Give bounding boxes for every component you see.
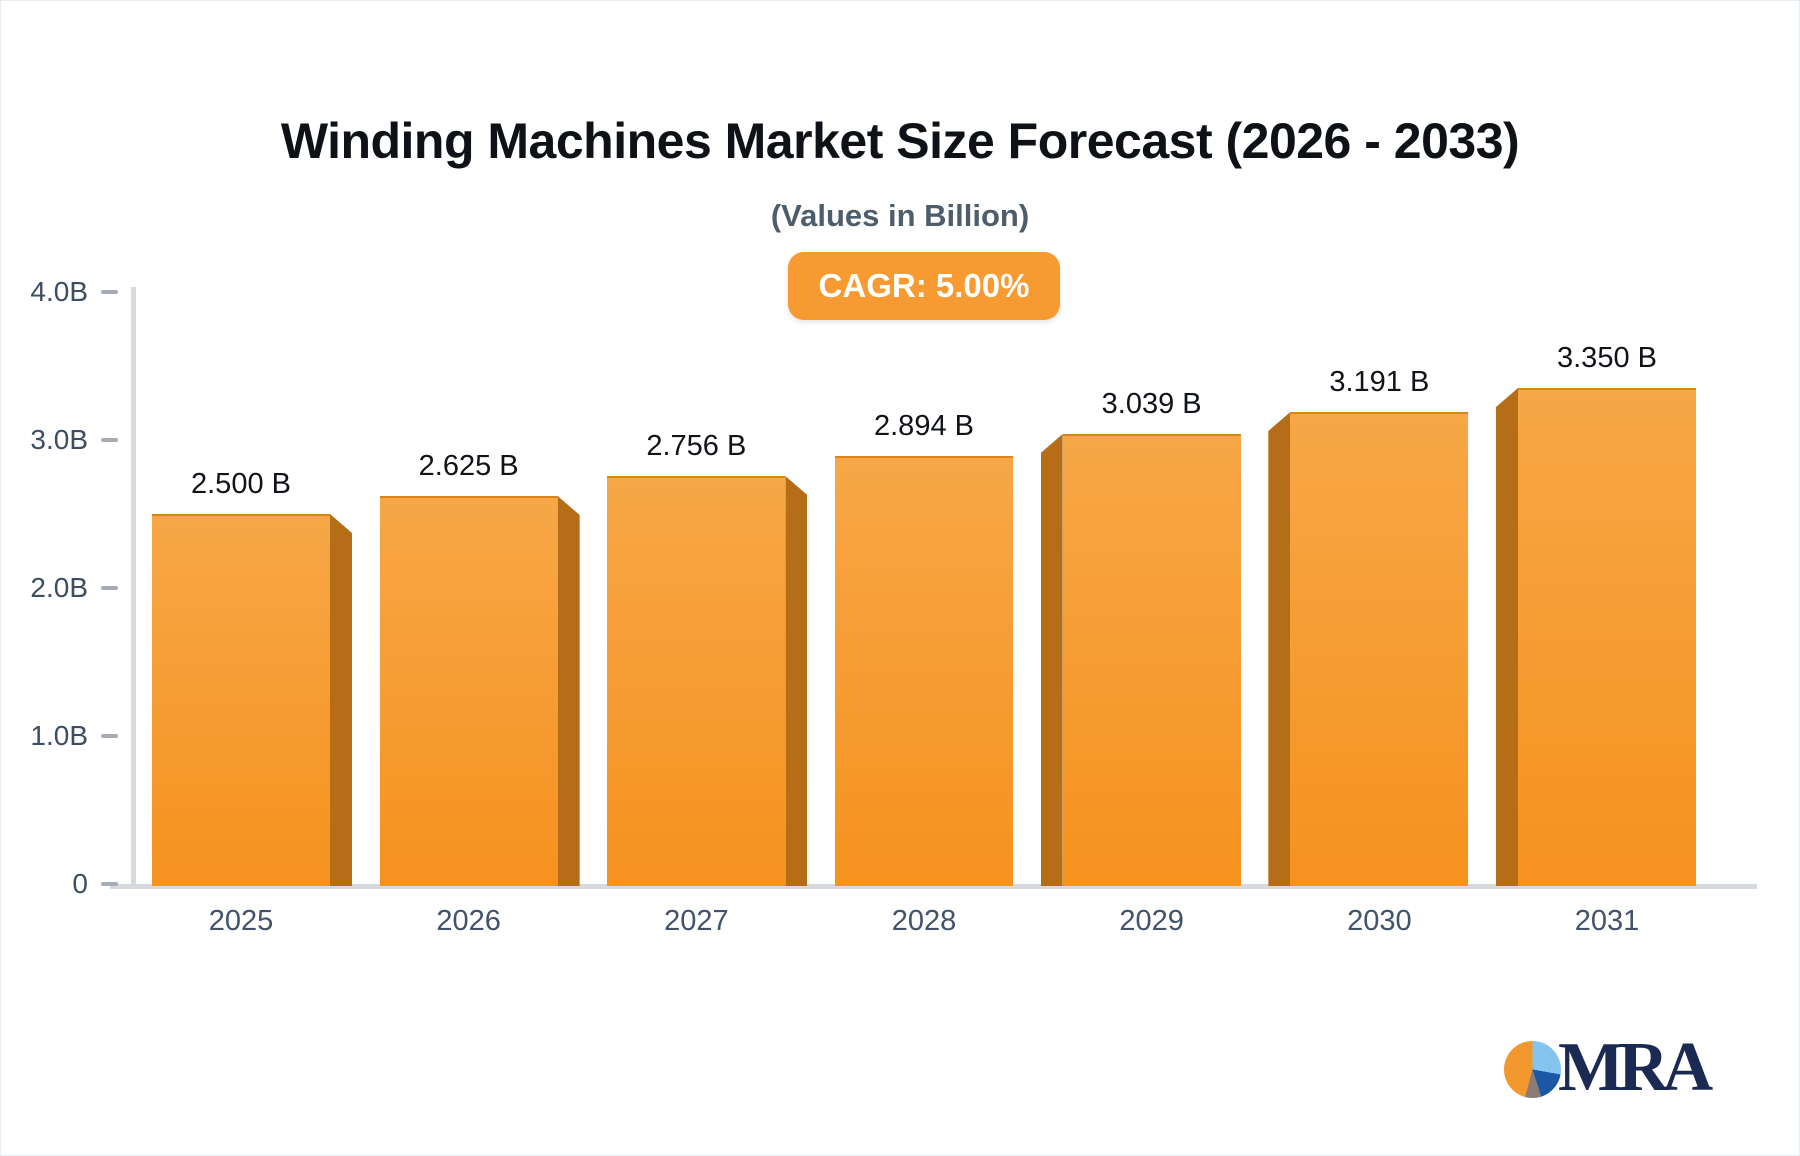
y-axis-tick-mark [101, 586, 118, 590]
x-axis-tick-label: 2027 [664, 905, 729, 937]
pie-chart-logo-icon [1504, 1041, 1561, 1098]
logo-text: MRA [1558, 1029, 1713, 1106]
y-axis-tick-mark [101, 290, 118, 294]
bar-2026 [379, 496, 558, 886]
y-axis-tick-label: 3.0B [30, 424, 88, 455]
x-axis-tick-label: 2026 [436, 905, 501, 937]
bar-2031 [1518, 388, 1696, 886]
bar-side-face [557, 496, 580, 886]
bar-value-label: 2.500 B [191, 468, 291, 500]
x-axis-tick-label: 2029 [1119, 905, 1184, 937]
bar-side-face [785, 476, 808, 886]
bar-value-label: 3.039 B [1101, 388, 1202, 420]
bar-value-label: 3.191 B [1329, 366, 1430, 398]
y-axis-tick-mark [101, 882, 118, 886]
bar-value-label: 2.894 B [874, 410, 974, 442]
x-axis-tick-label: 2031 [1574, 905, 1640, 937]
chart-title: Winding Machines Market Size Forecast (2… [280, 113, 1520, 169]
bar-value-label: 2.756 B [646, 430, 747, 462]
x-axis-tick-label: 2030 [1347, 905, 1412, 937]
x-axis-line [110, 884, 1757, 889]
y-axis-tick-mark [101, 438, 118, 442]
y-axis-tick-label: 2.0B [30, 572, 88, 603]
mra-logo: MRA [1500, 1028, 1780, 1118]
cagr-badge: CAGR: 5.00% [788, 252, 1060, 320]
bar-2030 [1290, 412, 1469, 886]
x-axis-tick-label: 2025 [208, 905, 274, 937]
bar-2027 [607, 476, 786, 886]
y-axis-tick-label: 4.0B [30, 276, 88, 307]
chart-subtitle: (Values in Billion) [770, 198, 1030, 233]
bar-side-face [330, 514, 352, 886]
y-axis-tick-mark [101, 734, 118, 738]
bar-value-label: 2.625 B [418, 450, 519, 482]
y-axis-tick-label: 0 [72, 868, 88, 899]
bar-side-face [1496, 388, 1518, 886]
y-axis-tick-label: 1.0B [30, 720, 88, 751]
bar-value-label: 3.350 B [1557, 342, 1657, 374]
y-axis-line [131, 287, 136, 887]
bar-side-face [1268, 412, 1291, 886]
x-axis-tick-label: 2028 [891, 905, 957, 937]
bar-2029 [1062, 434, 1241, 886]
bar-2025 [152, 514, 330, 886]
bar-2028 [835, 456, 1013, 886]
bar-side-face [1040, 434, 1063, 886]
